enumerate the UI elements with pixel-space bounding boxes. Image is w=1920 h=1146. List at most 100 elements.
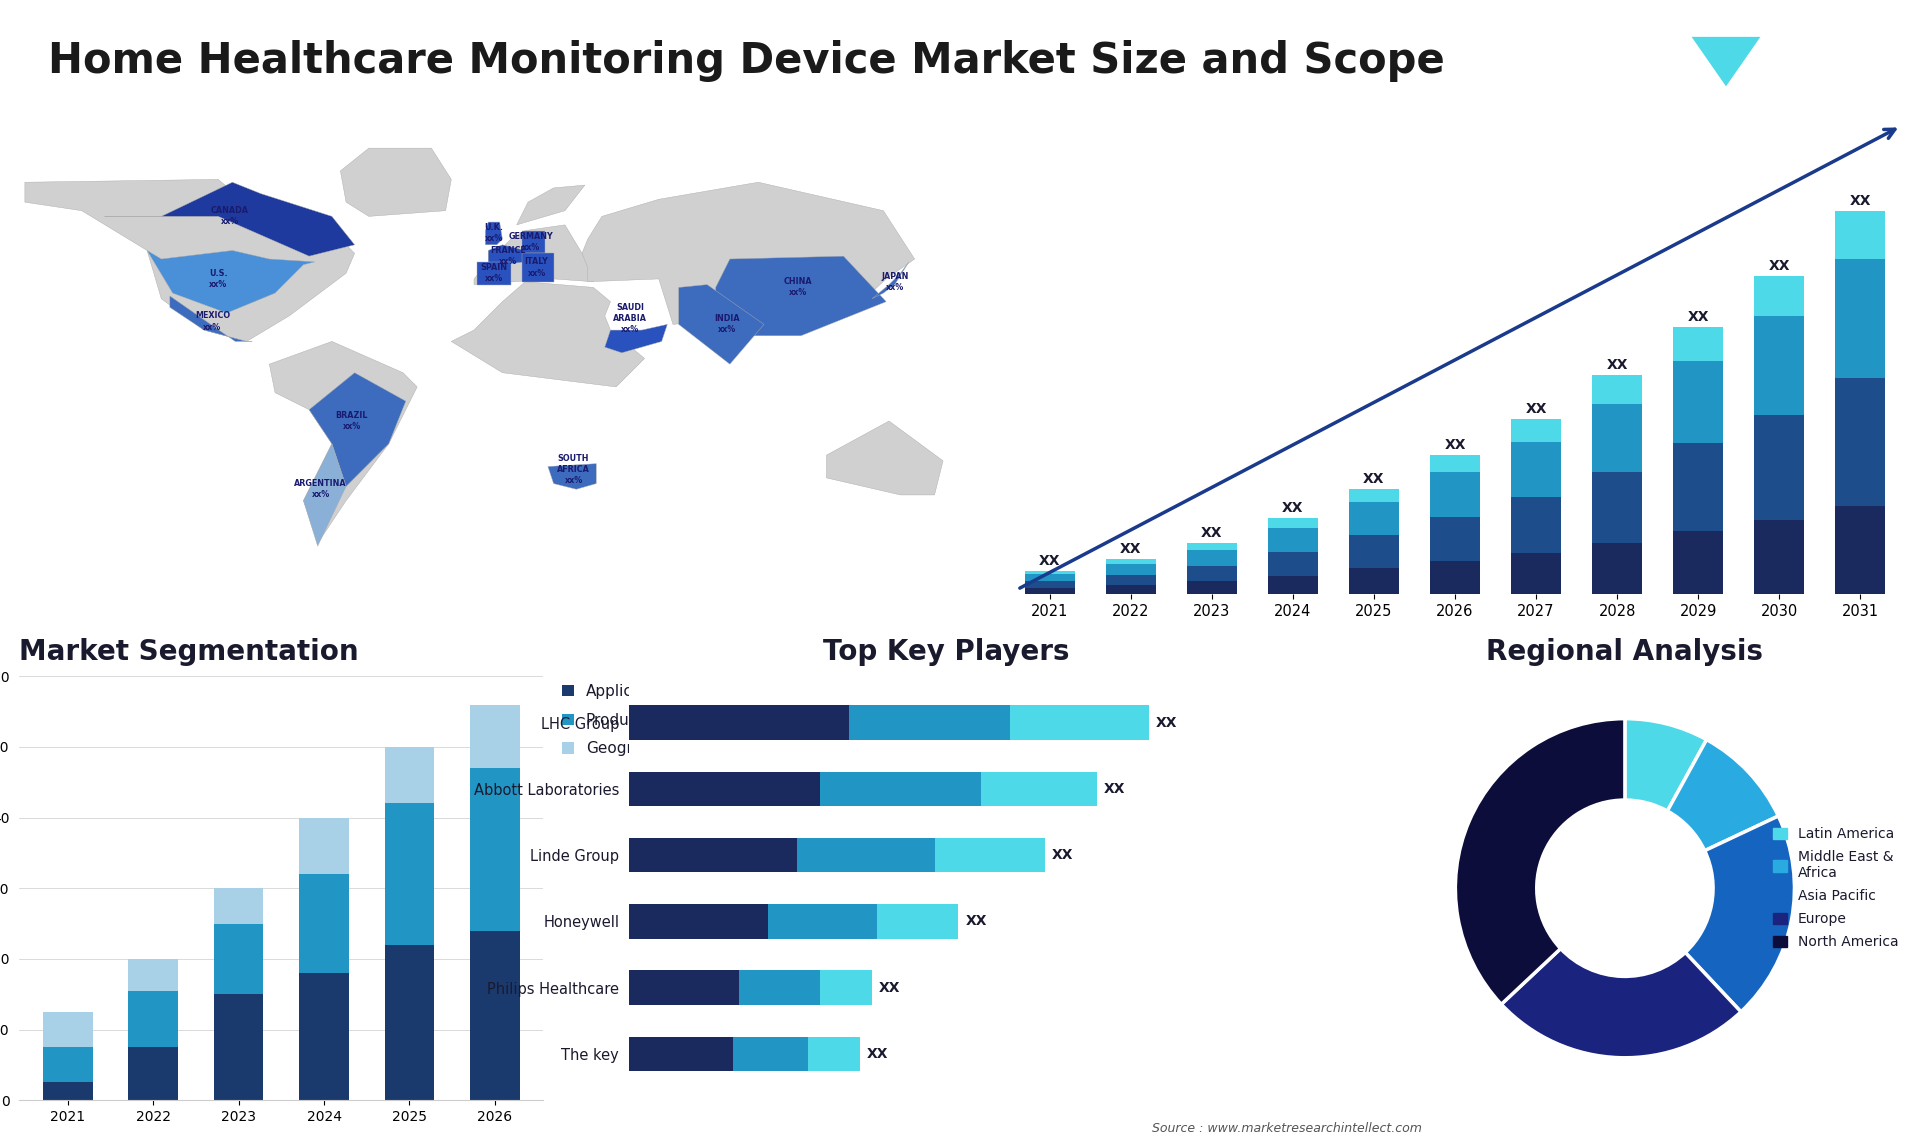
Bar: [981, 771, 1096, 806]
Bar: [1025, 574, 1075, 581]
Text: XX: XX: [1052, 848, 1073, 862]
Polygon shape: [474, 225, 593, 284]
Text: SOUTH
AFRICA
xx%: SOUTH AFRICA xx%: [557, 454, 589, 485]
Bar: [1836, 211, 1885, 259]
Bar: [808, 1037, 860, 1072]
Bar: [1267, 552, 1317, 575]
Text: INDIA
xx%: INDIA xx%: [714, 314, 739, 335]
Bar: [1836, 259, 1885, 378]
Text: XX: XX: [1363, 472, 1384, 486]
Legend: Latin America, Middle East &
Africa, Asia Pacific, Europe, North America: Latin America, Middle East & Africa, Asi…: [1768, 822, 1905, 955]
Polygon shape: [1657, 37, 1726, 86]
Bar: [1672, 532, 1724, 594]
Bar: [1755, 276, 1805, 315]
Bar: [470, 705, 520, 768]
Bar: [42, 1047, 92, 1083]
Bar: [877, 904, 958, 939]
Bar: [1025, 571, 1075, 574]
Bar: [1755, 520, 1805, 594]
Text: SPAIN
xx%: SPAIN xx%: [480, 264, 507, 283]
Bar: [1430, 517, 1480, 562]
Text: XX: XX: [966, 915, 987, 928]
Polygon shape: [582, 182, 914, 330]
Polygon shape: [148, 251, 315, 313]
Bar: [630, 1037, 733, 1072]
Bar: [1187, 543, 1236, 550]
Wedge shape: [1686, 816, 1795, 1012]
Text: MEXICO
xx%: MEXICO xx%: [196, 312, 230, 331]
Text: XX: XX: [1849, 194, 1870, 207]
Bar: [630, 971, 739, 1005]
Text: Market Segmentation: Market Segmentation: [19, 637, 359, 666]
Bar: [1672, 444, 1724, 532]
Bar: [1755, 315, 1805, 415]
Bar: [1672, 327, 1724, 361]
Text: XX: XX: [1768, 259, 1789, 273]
Bar: [1025, 588, 1075, 594]
Bar: [935, 838, 1044, 872]
Text: ITALY
xx%: ITALY xx%: [524, 258, 549, 277]
Bar: [470, 768, 520, 931]
Polygon shape: [104, 182, 355, 257]
Polygon shape: [269, 342, 417, 543]
Polygon shape: [826, 421, 943, 495]
Text: CANADA
xx%: CANADA xx%: [211, 206, 248, 227]
Wedge shape: [1624, 719, 1707, 811]
Bar: [797, 838, 935, 872]
Bar: [739, 971, 820, 1005]
Text: MARKET
RESEARCH
INTELLECT: MARKET RESEARCH INTELLECT: [1789, 37, 1843, 70]
Bar: [733, 1037, 808, 1072]
Bar: [1430, 455, 1480, 472]
Text: XX: XX: [1202, 526, 1223, 540]
Bar: [1836, 378, 1885, 505]
Bar: [1511, 554, 1561, 594]
Bar: [1430, 472, 1480, 517]
Text: JAPAN
xx%: JAPAN xx%: [881, 272, 908, 292]
Polygon shape: [309, 372, 405, 486]
Bar: [1106, 586, 1156, 594]
Bar: [630, 706, 849, 740]
Bar: [1187, 581, 1236, 594]
Bar: [768, 904, 877, 939]
Title: Top Key Players: Top Key Players: [824, 637, 1069, 666]
Polygon shape: [169, 296, 252, 342]
Polygon shape: [516, 186, 586, 225]
Bar: [630, 904, 768, 939]
Legend: Application, Product, Geography: Application, Product, Geography: [561, 684, 672, 756]
Text: XX: XX: [1688, 311, 1709, 324]
Text: BRAZIL
xx%: BRAZIL xx%: [336, 411, 369, 431]
Bar: [1187, 550, 1236, 565]
Bar: [1267, 518, 1317, 528]
Bar: [1592, 375, 1642, 403]
Bar: [42, 1012, 92, 1047]
Text: XX: XX: [1444, 438, 1465, 452]
Polygon shape: [488, 245, 526, 265]
Polygon shape: [716, 257, 887, 336]
Title: Regional Analysis: Regional Analysis: [1486, 637, 1763, 666]
Bar: [213, 995, 263, 1100]
Bar: [1511, 441, 1561, 497]
Bar: [384, 747, 434, 803]
Text: XX: XX: [1283, 501, 1304, 515]
Bar: [1025, 581, 1075, 588]
Bar: [470, 931, 520, 1100]
Bar: [1010, 706, 1148, 740]
Bar: [42, 1083, 92, 1100]
Polygon shape: [1692, 37, 1761, 86]
Polygon shape: [678, 284, 764, 364]
Text: FRANCE
xx%: FRANCE xx%: [490, 246, 526, 266]
Bar: [300, 973, 349, 1100]
Bar: [849, 706, 1010, 740]
Text: CHINA
xx%: CHINA xx%: [783, 277, 812, 298]
Text: XX: XX: [1039, 555, 1060, 568]
Polygon shape: [872, 261, 908, 299]
Text: XX: XX: [1119, 542, 1142, 557]
Bar: [129, 1047, 179, 1100]
Bar: [213, 924, 263, 995]
Bar: [300, 874, 349, 973]
Bar: [384, 944, 434, 1100]
Bar: [630, 838, 797, 872]
Bar: [1755, 415, 1805, 520]
Text: XX: XX: [1607, 359, 1628, 372]
Bar: [820, 971, 872, 1005]
